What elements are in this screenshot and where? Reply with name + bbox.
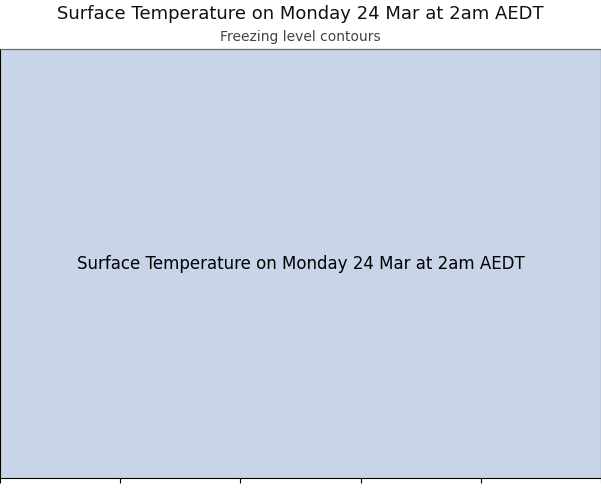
Text: Surface Temperature on Monday 24 Mar at 2am AEDT: Surface Temperature on Monday 24 Mar at … bbox=[76, 255, 525, 272]
Text: Surface Temperature on Monday 24 Mar at 2am AEDT: Surface Temperature on Monday 24 Mar at … bbox=[57, 5, 544, 22]
Text: Freezing level contours: Freezing level contours bbox=[220, 30, 381, 43]
